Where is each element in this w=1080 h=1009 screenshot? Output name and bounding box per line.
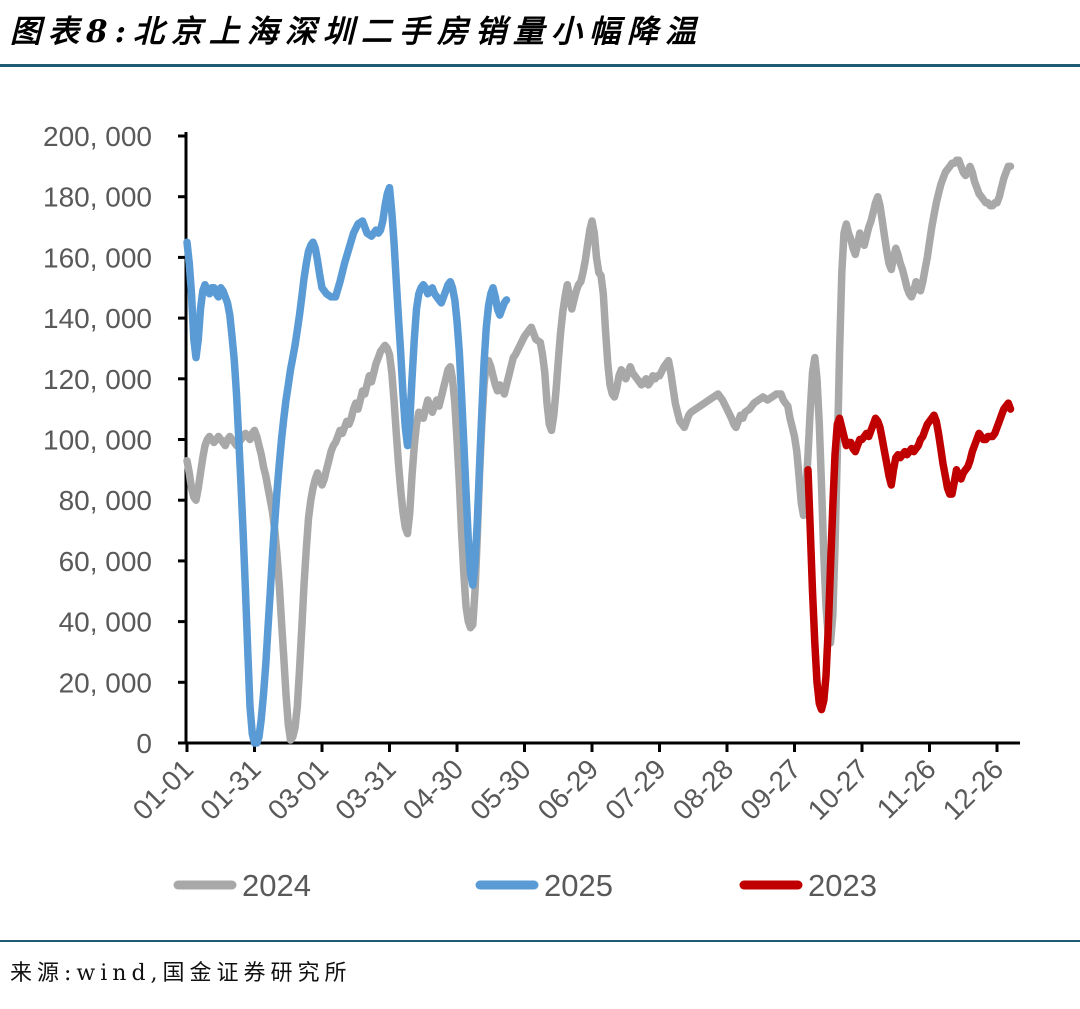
header-rule	[0, 64, 1080, 67]
y-tick-label: 100, 000	[43, 425, 152, 456]
series-line-2023	[804, 399, 1015, 714]
footer-rule	[0, 940, 1080, 942]
line-chart: 0 20, 000 40, 000 60, 000 80, 000 100, 000 120…	[43, 121, 1020, 903]
x-tick-label: 11-26	[871, 753, 942, 824]
legend-label-2023: 2023	[808, 868, 877, 903]
x-tick-label: 07-29	[599, 753, 672, 826]
y-tick-label: 40, 000	[59, 607, 152, 638]
x-tick-label: 06-29	[532, 753, 605, 826]
y-tick-label: 0	[136, 728, 152, 759]
x-tick-label: 09-27	[734, 753, 807, 826]
x-tick-label: 01-31	[194, 753, 267, 826]
x-tick-label: 04-30	[397, 753, 470, 826]
chart-title: 图表8:北京上海深圳二手房销量小幅降温	[10, 14, 704, 50]
x-tick-label: 12-26	[937, 753, 1010, 826]
x-tick-label: 08-28	[667, 753, 740, 826]
x-tick-label: 01-01	[127, 753, 200, 826]
y-tick-label: 160, 000	[43, 242, 152, 273]
series-line-2025	[183, 183, 511, 747]
x-tick-label: 10-27	[802, 753, 875, 826]
y-tick-label: 80, 000	[59, 485, 152, 516]
y-tick-label: 60, 000	[59, 546, 152, 577]
x-tick-label: 03-31	[329, 753, 402, 826]
x-tick-label: 03-01	[262, 753, 335, 826]
y-tick-label: 180, 000	[43, 182, 152, 213]
y-tick-label: 200, 000	[43, 121, 152, 152]
y-tick-label: 140, 000	[43, 303, 152, 334]
series-line-2024	[183, 156, 1015, 744]
legend-label-2025: 2025	[544, 868, 613, 903]
source-text: 来源:wind,国金证券研究所	[10, 961, 352, 986]
y-tick-label: 20, 000	[59, 667, 152, 698]
legend-label-2024: 2024	[242, 868, 311, 903]
x-tick-label: 05-30	[464, 753, 537, 826]
y-tick-label: 120, 000	[43, 364, 152, 395]
